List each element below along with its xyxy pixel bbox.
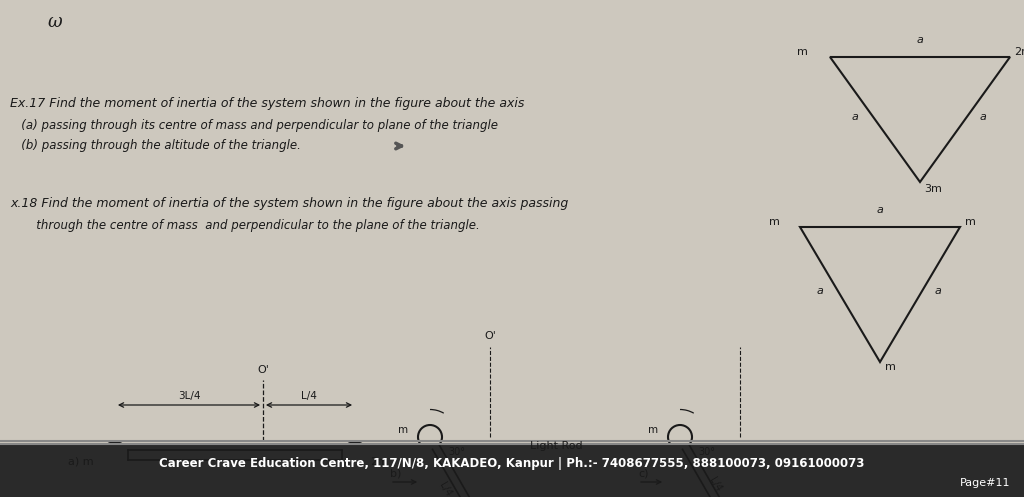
Text: x.18 Find the moment of inertia of the system shown in the figure about the axis: x.18 Find the moment of inertia of the s… xyxy=(10,197,568,210)
Text: a: a xyxy=(877,205,884,215)
Text: a: a xyxy=(852,111,858,121)
Text: ω: ω xyxy=(48,13,62,31)
Text: c): c) xyxy=(638,469,648,479)
Text: a: a xyxy=(916,35,924,45)
Text: b): b) xyxy=(390,469,401,479)
Text: Ex.17 Find the moment of inertia of the system shown in the figure about the axi: Ex.17 Find the moment of inertia of the … xyxy=(10,97,524,110)
Text: m: m xyxy=(885,362,896,372)
Text: Career Crave Education Centre, 117/N/8, KAKADEO, Kanpur | Ph.:- 7408677555, 8881: Career Crave Education Centre, 117/N/8, … xyxy=(160,457,864,470)
Text: Light Rod: Light Rod xyxy=(530,441,583,451)
Text: 3L/4: 3L/4 xyxy=(178,391,201,401)
Text: m: m xyxy=(965,217,976,227)
Text: 30°: 30° xyxy=(698,447,715,457)
Text: 2m: 2m xyxy=(1014,47,1024,57)
Text: L/4: L/4 xyxy=(301,391,317,401)
Text: m: m xyxy=(797,47,808,57)
Text: Page#11: Page#11 xyxy=(959,478,1010,488)
Text: a) m: a) m xyxy=(68,457,93,467)
Text: L/4: L/4 xyxy=(437,480,454,497)
Text: O': O' xyxy=(257,365,269,375)
Text: a: a xyxy=(980,111,986,121)
Text: m: m xyxy=(769,217,780,227)
Text: a: a xyxy=(935,286,941,297)
Text: (b) passing through the altitude of the triangle.: (b) passing through the altitude of the … xyxy=(10,139,301,152)
Bar xyxy=(0,445,1024,497)
Text: (a) passing through its centre of mass and perpendicular to plane of the triangl: (a) passing through its centre of mass a… xyxy=(10,119,498,132)
Text: L/4: L/4 xyxy=(707,475,723,493)
Text: a: a xyxy=(816,286,823,297)
Text: m: m xyxy=(398,425,408,435)
Text: 30°: 30° xyxy=(449,447,465,457)
Text: O': O' xyxy=(484,331,496,341)
Text: 2m: 2m xyxy=(370,457,388,467)
Text: through the centre of mass  and perpendicular to the plane of the triangle.: through the centre of mass and perpendic… xyxy=(10,219,480,232)
Text: m: m xyxy=(648,425,658,435)
Text: 3m: 3m xyxy=(924,184,942,194)
